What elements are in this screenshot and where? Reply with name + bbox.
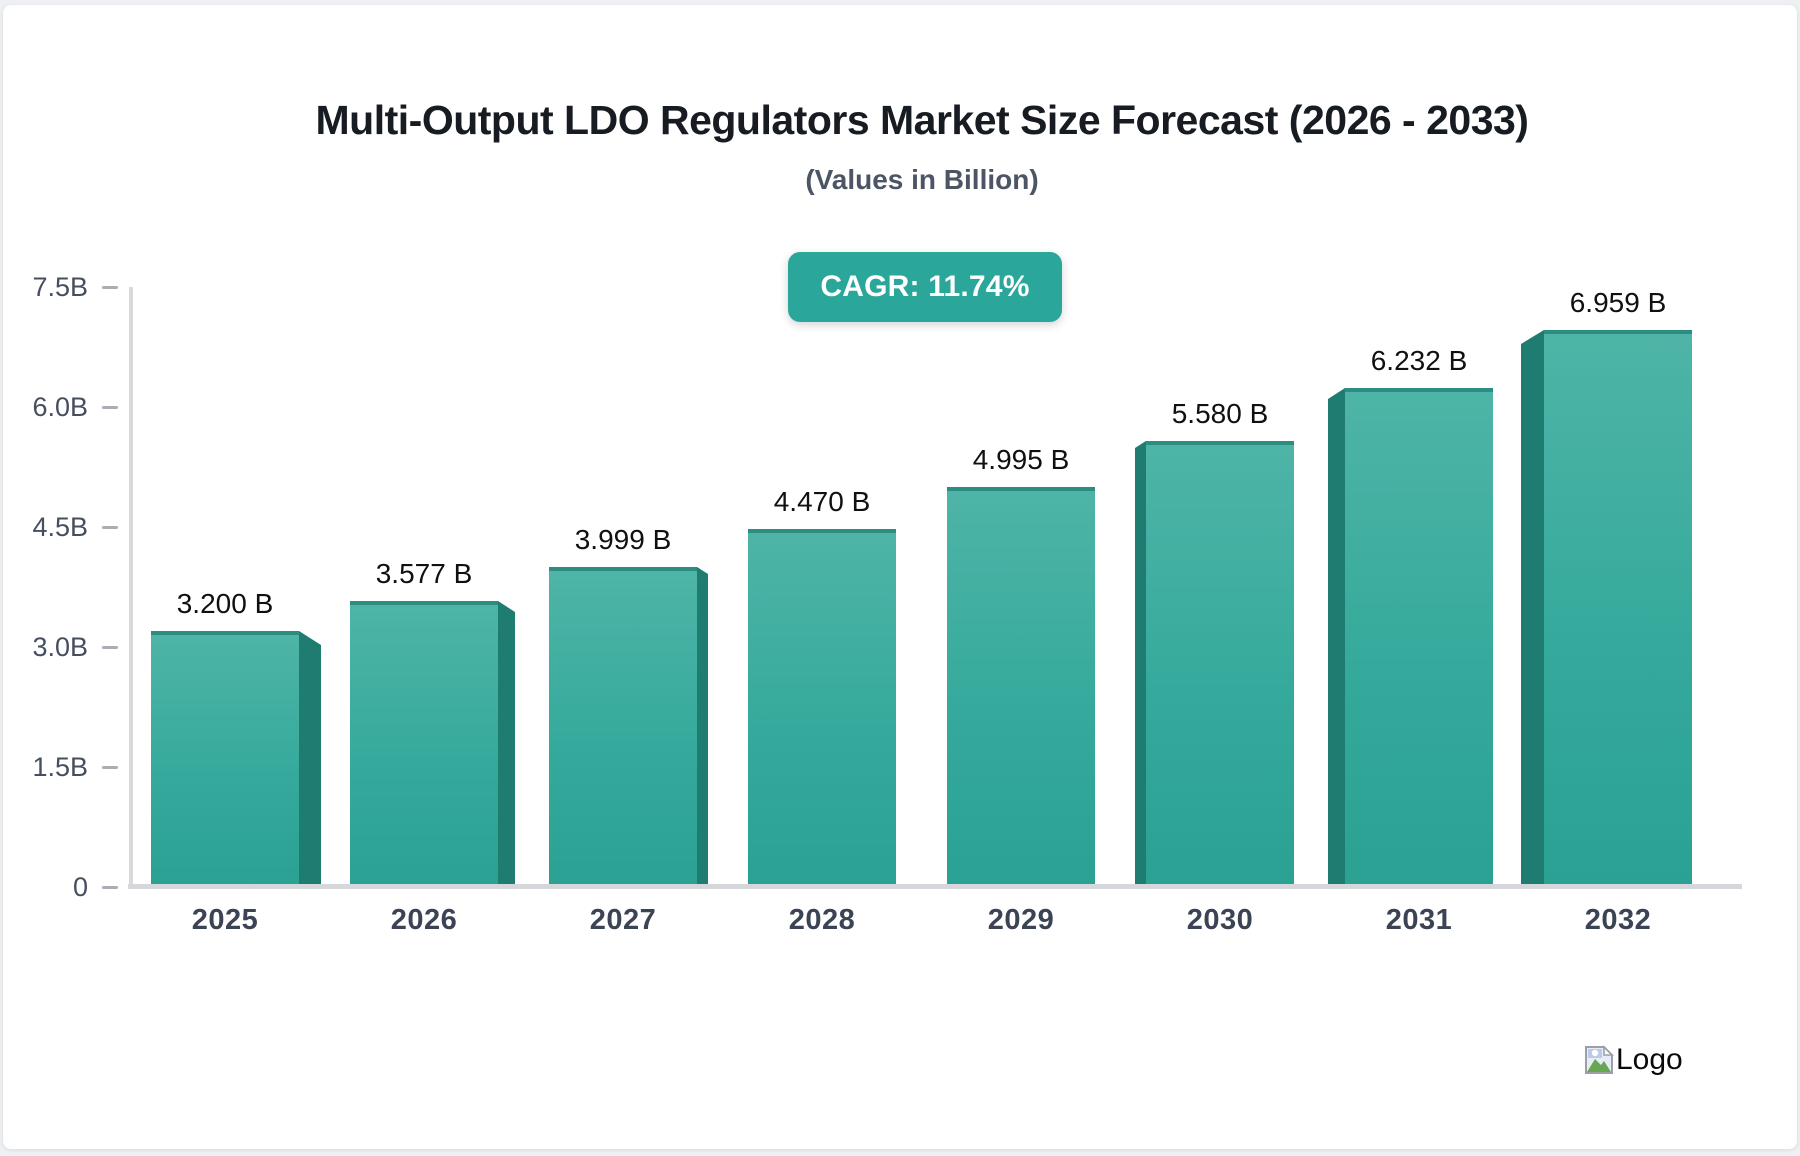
y-tick-label: 4.5B xyxy=(32,512,88,542)
chart-card xyxy=(3,5,1797,1149)
broken-image-icon xyxy=(1583,1044,1615,1076)
y-tick-mark xyxy=(102,646,118,649)
bar-value-label: 3.577 B xyxy=(375,558,473,589)
y-tick-mark xyxy=(102,406,118,409)
y-tick-label: 6.0B xyxy=(32,392,88,422)
y-tick-label: 7.5B xyxy=(32,272,88,302)
bar-value-label: 6.959 B xyxy=(1569,287,1667,318)
x-axis-line xyxy=(128,884,1742,889)
bar-face xyxy=(1146,441,1294,887)
x-axis-year-label: 2025 xyxy=(191,904,259,936)
bar-value-label: 4.995 B xyxy=(972,444,1070,475)
bar-face xyxy=(549,567,697,887)
bar-side-face xyxy=(697,567,708,887)
page-subtitle: (Values in Billion) xyxy=(805,164,1039,195)
x-axis-year-label: 2028 xyxy=(788,904,856,936)
y-tick-label: 3.0B xyxy=(32,632,88,662)
y-tick-mark xyxy=(102,286,118,289)
bar-side-face xyxy=(498,601,515,887)
bar-value-label: 4.470 B xyxy=(773,486,871,517)
x-axis-year-label: 2029 xyxy=(987,904,1055,936)
bar-value-label: 3.200 B xyxy=(176,588,274,619)
bar-face xyxy=(1544,330,1692,887)
x-axis-year-label: 2030 xyxy=(1186,904,1254,936)
bar-face xyxy=(350,601,498,887)
bar-face xyxy=(151,631,299,887)
bar-face xyxy=(748,529,896,887)
logo: Logo xyxy=(1583,1040,1683,1076)
cagr-badge: CAGR: 11.74% xyxy=(788,252,1062,322)
logo-text: Logo xyxy=(1616,1043,1683,1076)
bar-side-face xyxy=(299,631,321,887)
bar-value-label: 6.232 B xyxy=(1370,345,1468,376)
bar-side-face xyxy=(1135,441,1146,887)
y-tick-mark xyxy=(102,766,118,769)
bar-side-face xyxy=(1328,388,1345,887)
y-tick-mark xyxy=(102,886,118,889)
y-tick-label: 0 xyxy=(72,872,88,902)
bar-value-label: 5.580 B xyxy=(1171,398,1269,429)
y-axis-line xyxy=(129,287,133,889)
page-title: Multi-Output LDO Regulators Market Size … xyxy=(315,97,1529,143)
x-axis-year-label: 2026 xyxy=(390,904,458,936)
x-axis-year-label: 2031 xyxy=(1385,904,1453,936)
bar-face xyxy=(1345,388,1493,887)
y-tick-label: 1.5B xyxy=(32,752,88,782)
x-axis-year-label: 2032 xyxy=(1584,904,1652,936)
bar-value-label: 3.999 B xyxy=(574,524,672,555)
bar-face xyxy=(947,487,1095,887)
y-tick-mark xyxy=(102,526,118,529)
bar-side-face xyxy=(1521,330,1544,887)
x-axis-year-label: 2027 xyxy=(589,904,657,936)
